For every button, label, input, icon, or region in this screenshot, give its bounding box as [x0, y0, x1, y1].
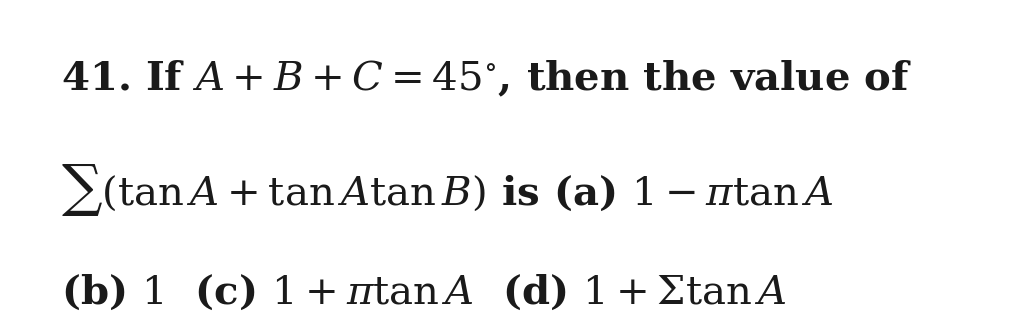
Text: (b) $1$  (c) $1+\pi\tan A$  (d) $1+\Sigma\tan A$: (b) $1$ (c) $1+\pi\tan A$ (d) $1+\Sigma\… — [61, 273, 787, 312]
Text: $\sum(\tan A+\tan A\tan B)$ is (a) $1-\pi\tan A$: $\sum(\tan A+\tan A\tan B)$ is (a) $1-\p… — [61, 162, 835, 218]
Text: 41. If $A+B+C=45^{\circ}$, then the value of: 41. If $A+B+C=45^{\circ}$, then the valu… — [61, 58, 912, 99]
